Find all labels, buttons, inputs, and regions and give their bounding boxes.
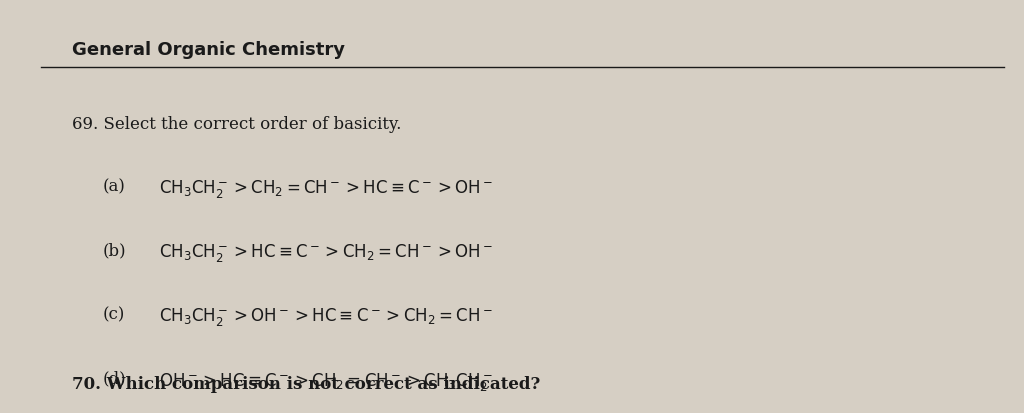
Text: 70. Which comparison is not correct as indicated?: 70. Which comparison is not correct as i… [72, 375, 540, 392]
Text: (b): (b) [102, 242, 126, 259]
Text: (d): (d) [102, 370, 126, 387]
Text: 69. Select the correct order of basicity.: 69. Select the correct order of basicity… [72, 116, 401, 133]
Text: (a): (a) [102, 178, 125, 195]
Text: $\mathrm{CH_3CH_2^- > CH_2{=}CH^- > HC{\equiv}C^- > OH^-}$: $\mathrm{CH_3CH_2^- > CH_2{=}CH^- > HC{\… [159, 178, 493, 199]
Text: (c): (c) [102, 306, 125, 323]
Text: $\mathrm{CH_3CH_2^- > OH^- > HC{\equiv}C^- > CH_2{=}CH^-}$: $\mathrm{CH_3CH_2^- > OH^- > HC{\equiv}C… [159, 306, 493, 328]
Text: $\mathrm{OH^- > HC{\equiv}C^- > CH_2{=}CH^- > CH_3CH_2^-}$: $\mathrm{OH^- > HC{\equiv}C^- > CH_2{=}C… [159, 370, 493, 392]
Text: General Organic Chemistry: General Organic Chemistry [72, 41, 345, 59]
Text: $\mathrm{CH_3CH_2^- > HC{\equiv}C^- > CH_2{=}CH^- > OH^-}$: $\mathrm{CH_3CH_2^- > HC{\equiv}C^- > CH… [159, 242, 493, 263]
